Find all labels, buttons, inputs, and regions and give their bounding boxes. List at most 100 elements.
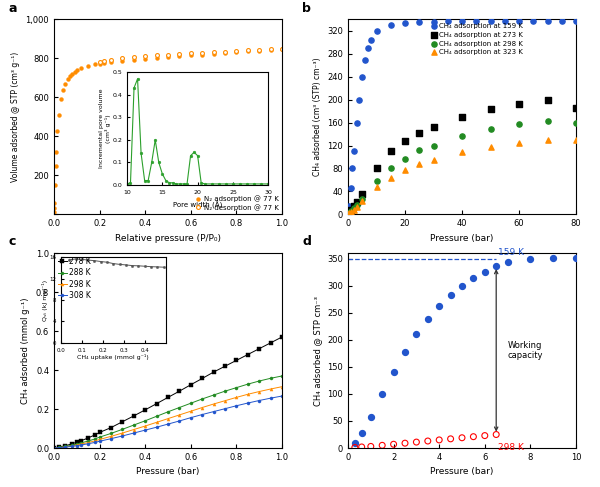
288 K [119,427,126,432]
Legend: N₂ adsorption @ 77 K, N₂ desorption @ 77 K: N₂ adsorption @ 77 K, N₂ desorption @ 77… [194,195,278,211]
Legend: CH₄ adsorption at 159 K, CH₄ adsorption at 273 K, CH₄ adsorption at 298 K, CH₄ a: CH₄ adsorption at 159 K, CH₄ adsorption … [431,23,523,56]
Point [469,274,478,281]
Point [571,254,581,262]
CH₄ adsorption at 159 K [358,73,367,81]
CH₄ adsorption at 323 K [415,161,424,169]
Point [457,434,467,442]
N₂ desorption @ 77 K [142,53,149,59]
N₂ adsorption @ 77 K [142,56,149,62]
N₂ desorption @ 77 K [187,51,194,56]
288 K [68,442,76,448]
308 K [78,442,85,448]
CH₄ adsorption at 273 K [571,104,581,112]
CH₄ adsorption at 323 K [457,149,467,156]
308 K [62,444,69,450]
X-axis label: Pressure (bar): Pressure (bar) [136,468,200,476]
N₂ adsorption @ 77 K [153,55,160,61]
CH₄ adsorption at 273 K [543,96,553,104]
Point [526,255,535,263]
278 K [96,430,103,435]
298 K [164,416,172,422]
CH₄ adsorption at 323 K [543,136,553,144]
288 K [221,388,229,394]
Point [548,254,558,262]
N₂ desorption @ 77 K [256,47,263,53]
N₂ desorption @ 77 K [210,49,217,55]
Text: 298 K: 298 K [499,443,524,451]
CH₄ adsorption at 159 K [386,21,395,29]
Point [350,439,359,447]
N₂ desorption @ 77 K [96,59,103,65]
Point [412,438,421,446]
Point [491,431,501,438]
CH₄ adsorption at 159 K [344,206,353,214]
CH₄ adsorption at 298 K [400,155,410,163]
N₂ adsorption @ 77 K [73,67,80,73]
278 K [107,425,115,431]
CH₄ adsorption at 273 K [372,165,382,172]
Text: c: c [8,235,16,248]
Point [457,282,467,290]
CH₄ adsorption at 159 K [360,56,370,63]
CH₄ adsorption at 159 K [472,18,481,25]
N₂ adsorption @ 77 K [54,128,61,133]
CH₄ adsorption at 298 K [514,120,524,128]
278 K [176,388,183,394]
Point [400,439,410,447]
Point [412,331,421,338]
288 K [267,375,274,381]
308 K [68,443,76,449]
CH₄ adsorption at 298 K [344,209,353,217]
Point [434,302,444,310]
308 K [233,403,240,409]
288 K [96,434,103,440]
CH₄ adsorption at 273 K [428,123,438,131]
Text: d: d [302,235,311,248]
Y-axis label: CH₄ adsorbed (cm³ (STP) cm⁻³): CH₄ adsorbed (cm³ (STP) cm⁻³) [313,57,322,176]
278 K [68,441,76,447]
CH₄ adsorption at 298 K [457,132,467,140]
CH₄ adsorption at 273 K [358,190,367,198]
308 K [221,406,229,412]
CH₄ adsorption at 273 K [514,100,524,108]
N₂ adsorption @ 77 K [256,48,263,54]
CH₄ adsorption at 298 K [343,210,353,218]
N₂ adsorption @ 77 K [52,182,59,188]
X-axis label: Relative pressure (P/P₀): Relative pressure (P/P₀) [115,234,221,243]
CH₄ adsorption at 159 K [571,18,581,25]
N₂ adsorption @ 77 K [71,69,78,75]
CH₄ adsorption at 159 K [443,18,452,25]
N₂ adsorption @ 77 K [267,47,274,53]
N₂ desorption @ 77 K [176,51,183,57]
Line: 308 K: 308 K [52,394,284,450]
CH₄ adsorption at 159 K [349,148,359,155]
CH₄ adsorption at 298 K [346,207,356,215]
CH₄ adsorption at 323 K [343,210,353,218]
278 K [221,363,229,369]
298 K [278,384,286,390]
CH₄ adsorption at 298 K [386,165,395,172]
CH₄ adsorption at 298 K [543,117,553,125]
CH₄ adsorption at 159 K [343,209,353,217]
308 K [85,441,92,447]
N₂ adsorption @ 77 K [119,58,126,64]
298 K [96,436,103,442]
288 K [176,405,183,411]
Point [480,431,490,439]
CH₄ adsorption at 159 K [428,18,438,26]
N₂ desorption @ 77 K [233,48,240,54]
CH₄ adsorption at 323 K [352,203,361,211]
CH₄ adsorption at 159 K [486,18,496,25]
288 K [153,413,160,419]
278 K [50,445,58,451]
298 K [187,408,194,414]
CH₄ adsorption at 298 K [349,204,359,212]
CH₄ adsorption at 323 K [346,208,356,216]
CH₄ adsorption at 159 K [352,119,361,127]
CH₄ adsorption at 159 K [529,18,538,25]
N₂ adsorption @ 77 K [55,112,62,118]
CH₄ adsorption at 273 K [457,113,467,121]
N₂ adsorption @ 77 K [221,50,229,56]
Point [377,390,387,398]
298 K [91,438,98,444]
